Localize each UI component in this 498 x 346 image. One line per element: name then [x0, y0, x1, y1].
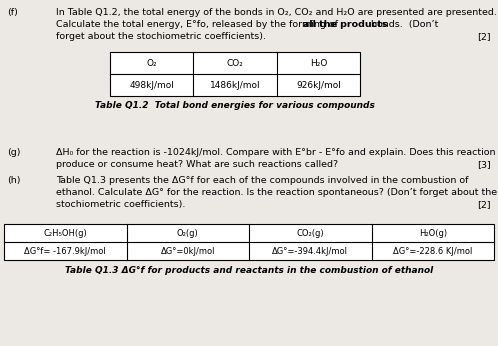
Text: bonds.  (Don’t: bonds. (Don’t — [368, 20, 438, 29]
Text: CO₂: CO₂ — [227, 58, 244, 67]
Text: In Table Q1.2, the total energy of the bonds in O₂, CO₂ and H₂O are presented ar: In Table Q1.2, the total energy of the b… — [56, 8, 497, 17]
Text: produce or consume heat? What are such reactions called?: produce or consume heat? What are such r… — [56, 160, 338, 169]
Text: Table Q1.3 presents the ΔG°f for each of the compounds involved in the combustio: Table Q1.3 presents the ΔG°f for each of… — [56, 176, 469, 185]
Text: [2]: [2] — [478, 32, 491, 41]
Text: (h): (h) — [7, 176, 20, 185]
Text: ΔG°f= -167.9kJ/mol: ΔG°f= -167.9kJ/mol — [24, 246, 106, 255]
Text: [2]: [2] — [478, 200, 491, 209]
Text: ΔG°=-228.6 KJ/mol: ΔG°=-228.6 KJ/mol — [393, 246, 473, 255]
Text: (g): (g) — [7, 148, 20, 157]
Text: H₂O: H₂O — [310, 58, 327, 67]
Text: all the products: all the products — [303, 20, 387, 29]
Bar — [110, 52, 360, 96]
Text: H₂O(g): H₂O(g) — [419, 228, 447, 237]
Text: stochiometric coefficients).: stochiometric coefficients). — [56, 200, 185, 209]
Bar — [4, 224, 494, 260]
Text: (f): (f) — [7, 8, 18, 17]
Text: O₂(g): O₂(g) — [177, 228, 199, 237]
Text: 498kJ/mol: 498kJ/mol — [129, 81, 174, 90]
Text: [3]: [3] — [477, 160, 491, 169]
Text: O₂: O₂ — [146, 58, 157, 67]
Text: Table Q1.3 ΔG°f for products and reactants in the combustion of ethanol: Table Q1.3 ΔG°f for products and reactan… — [65, 266, 433, 275]
Text: ΔH₀ for the reaction is -1024kJ/mol. Compare with E°br - E°fo and explain. Does : ΔH₀ for the reaction is -1024kJ/mol. Com… — [56, 148, 496, 157]
Text: 926kJ/mol: 926kJ/mol — [296, 81, 341, 90]
Text: forget about the stochiometric coefficients).: forget about the stochiometric coefficie… — [56, 32, 266, 41]
Text: Calculate the total energy, E°fo, released by the forming of: Calculate the total energy, E°fo, releas… — [56, 20, 341, 29]
Text: ΔG°=0kJ/mol: ΔG°=0kJ/mol — [160, 246, 215, 255]
Text: C₂H₅OH(g): C₂H₅OH(g) — [43, 228, 87, 237]
Text: 1486kJ/mol: 1486kJ/mol — [210, 81, 260, 90]
Text: CO₂(g): CO₂(g) — [296, 228, 324, 237]
Text: ΔG°=-394.4kJ/mol: ΔG°=-394.4kJ/mol — [272, 246, 348, 255]
Text: ethanol. Calculate ΔG° for the reaction. Is the reaction spontaneous? (Don’t for: ethanol. Calculate ΔG° for the reaction.… — [56, 188, 497, 197]
Text: Table Q1.2  Total bond energies for various compounds: Table Q1.2 Total bond energies for vario… — [95, 101, 375, 110]
